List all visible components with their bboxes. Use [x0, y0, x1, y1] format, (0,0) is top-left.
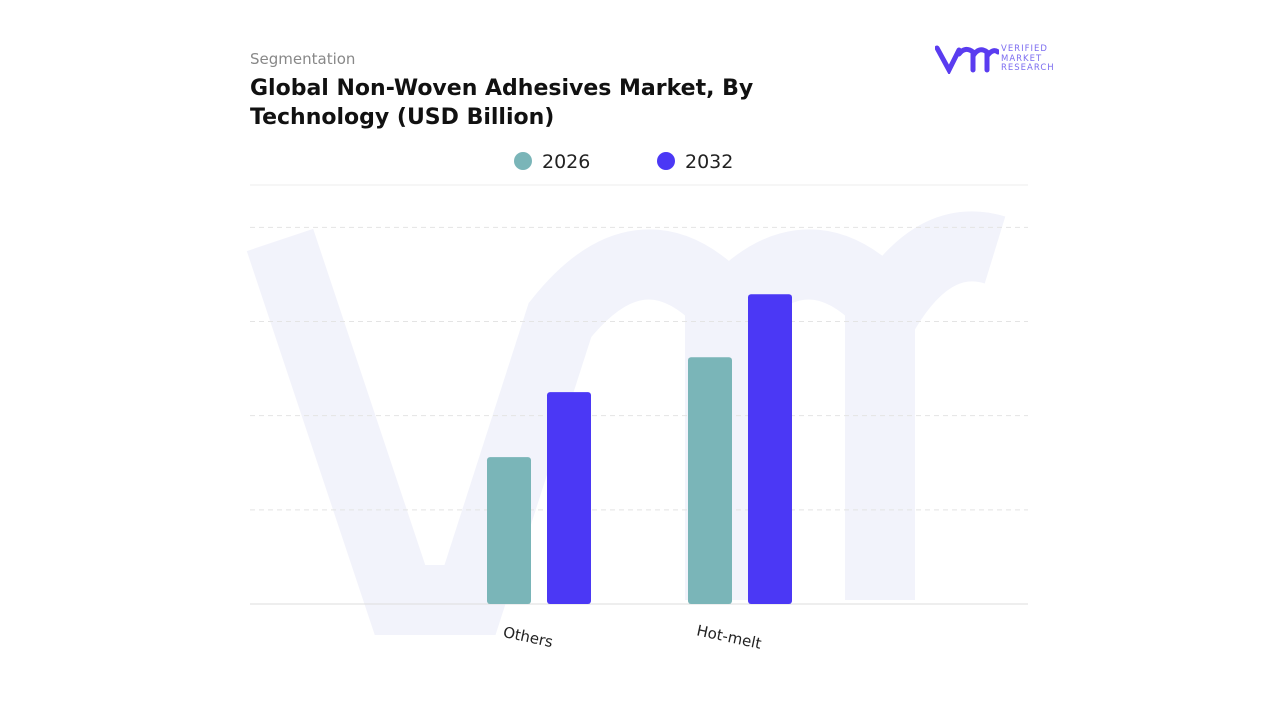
- logo: VERIFIED MARKET RESEARCH: [934, 44, 1054, 78]
- x-tick-label: Hot-melt: [695, 621, 763, 652]
- legend-marker: [657, 152, 675, 170]
- watermark: [246, 211, 1006, 635]
- chart-title: Global Non-Woven Adhesives Market, By Te…: [250, 76, 754, 130]
- legend-label: 2026: [542, 151, 590, 173]
- logo-text: VERIFIED MARKET RESEARCH: [1001, 44, 1055, 73]
- x-tick-label: Others: [502, 623, 555, 651]
- logo-mark: [934, 45, 1001, 76]
- bar: [748, 294, 792, 604]
- subtitle: Segmentation: [250, 50, 356, 68]
- bar: [688, 357, 732, 604]
- legend-marker: [514, 152, 532, 170]
- legend-label: 2032: [685, 151, 733, 173]
- bar: [487, 457, 531, 604]
- bar: [547, 392, 591, 604]
